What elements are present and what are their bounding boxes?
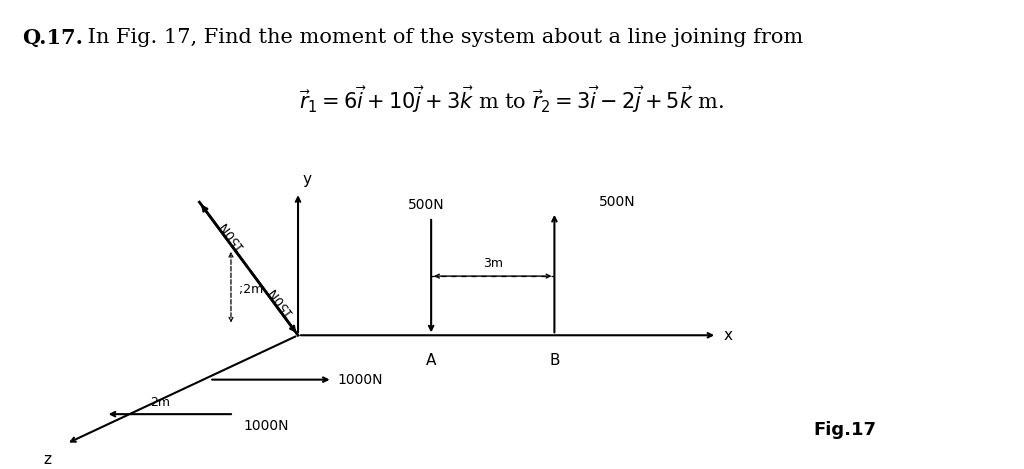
Text: B: B: [549, 353, 560, 368]
Text: ;2m: ;2m: [239, 283, 263, 296]
Text: x: x: [724, 328, 733, 343]
Text: z: z: [43, 452, 51, 467]
Text: 3m: 3m: [482, 257, 503, 270]
Text: 500N: 500N: [599, 195, 636, 209]
Text: 150N: 150N: [265, 284, 295, 318]
Text: 2m: 2m: [150, 396, 170, 409]
Text: y: y: [303, 172, 312, 187]
Text: $\vec{r}_1 = 6\vec{i} + 10\vec{j} + 3\vec{k}$ m to $\vec{r}_2 = 3\vec{i} - 2\vec: $\vec{r}_1 = 6\vec{i} + 10\vec{j} + 3\ve…: [299, 84, 725, 114]
Text: 1000N: 1000N: [338, 373, 383, 386]
Text: 150N: 150N: [216, 217, 246, 251]
Text: A: A: [426, 353, 436, 368]
Text: 1000N: 1000N: [244, 419, 290, 433]
Text: Q.17.: Q.17.: [22, 28, 83, 48]
Text: Fig.17: Fig.17: [814, 421, 877, 439]
Text: In Fig. 17, Find the moment of the system about a line joining from: In Fig. 17, Find the moment of the syste…: [81, 28, 804, 46]
Text: 500N: 500N: [408, 198, 444, 212]
